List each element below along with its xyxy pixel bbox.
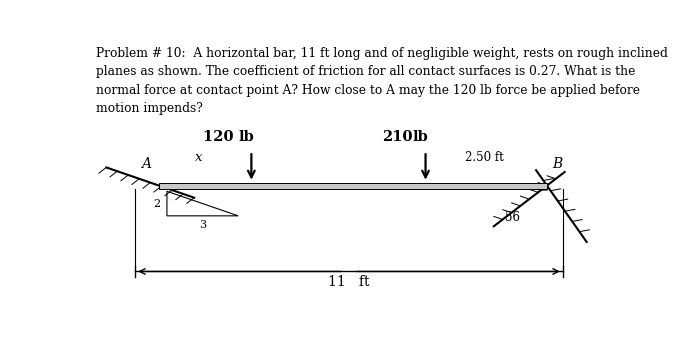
- Text: lb: lb: [412, 130, 428, 144]
- Text: 2: 2: [153, 199, 161, 209]
- Text: lb: lb: [238, 130, 254, 144]
- Text: A: A: [141, 156, 151, 171]
- Text: B: B: [552, 156, 563, 171]
- Text: 210: 210: [382, 130, 412, 144]
- Text: Problem # 10:  A horizontal bar, 11 ft long and of negligible weight, rests on r: Problem # 10: A horizontal bar, 11 ft lo…: [95, 47, 667, 115]
- Text: 11   ft: 11 ft: [328, 275, 370, 289]
- Text: 120: 120: [202, 130, 238, 144]
- Bar: [159, 183, 547, 189]
- Text: x: x: [195, 151, 202, 164]
- Text: 2.50 ft: 2.50 ft: [465, 151, 504, 164]
- Text: 56: 56: [505, 211, 520, 224]
- Text: 3: 3: [199, 220, 206, 230]
